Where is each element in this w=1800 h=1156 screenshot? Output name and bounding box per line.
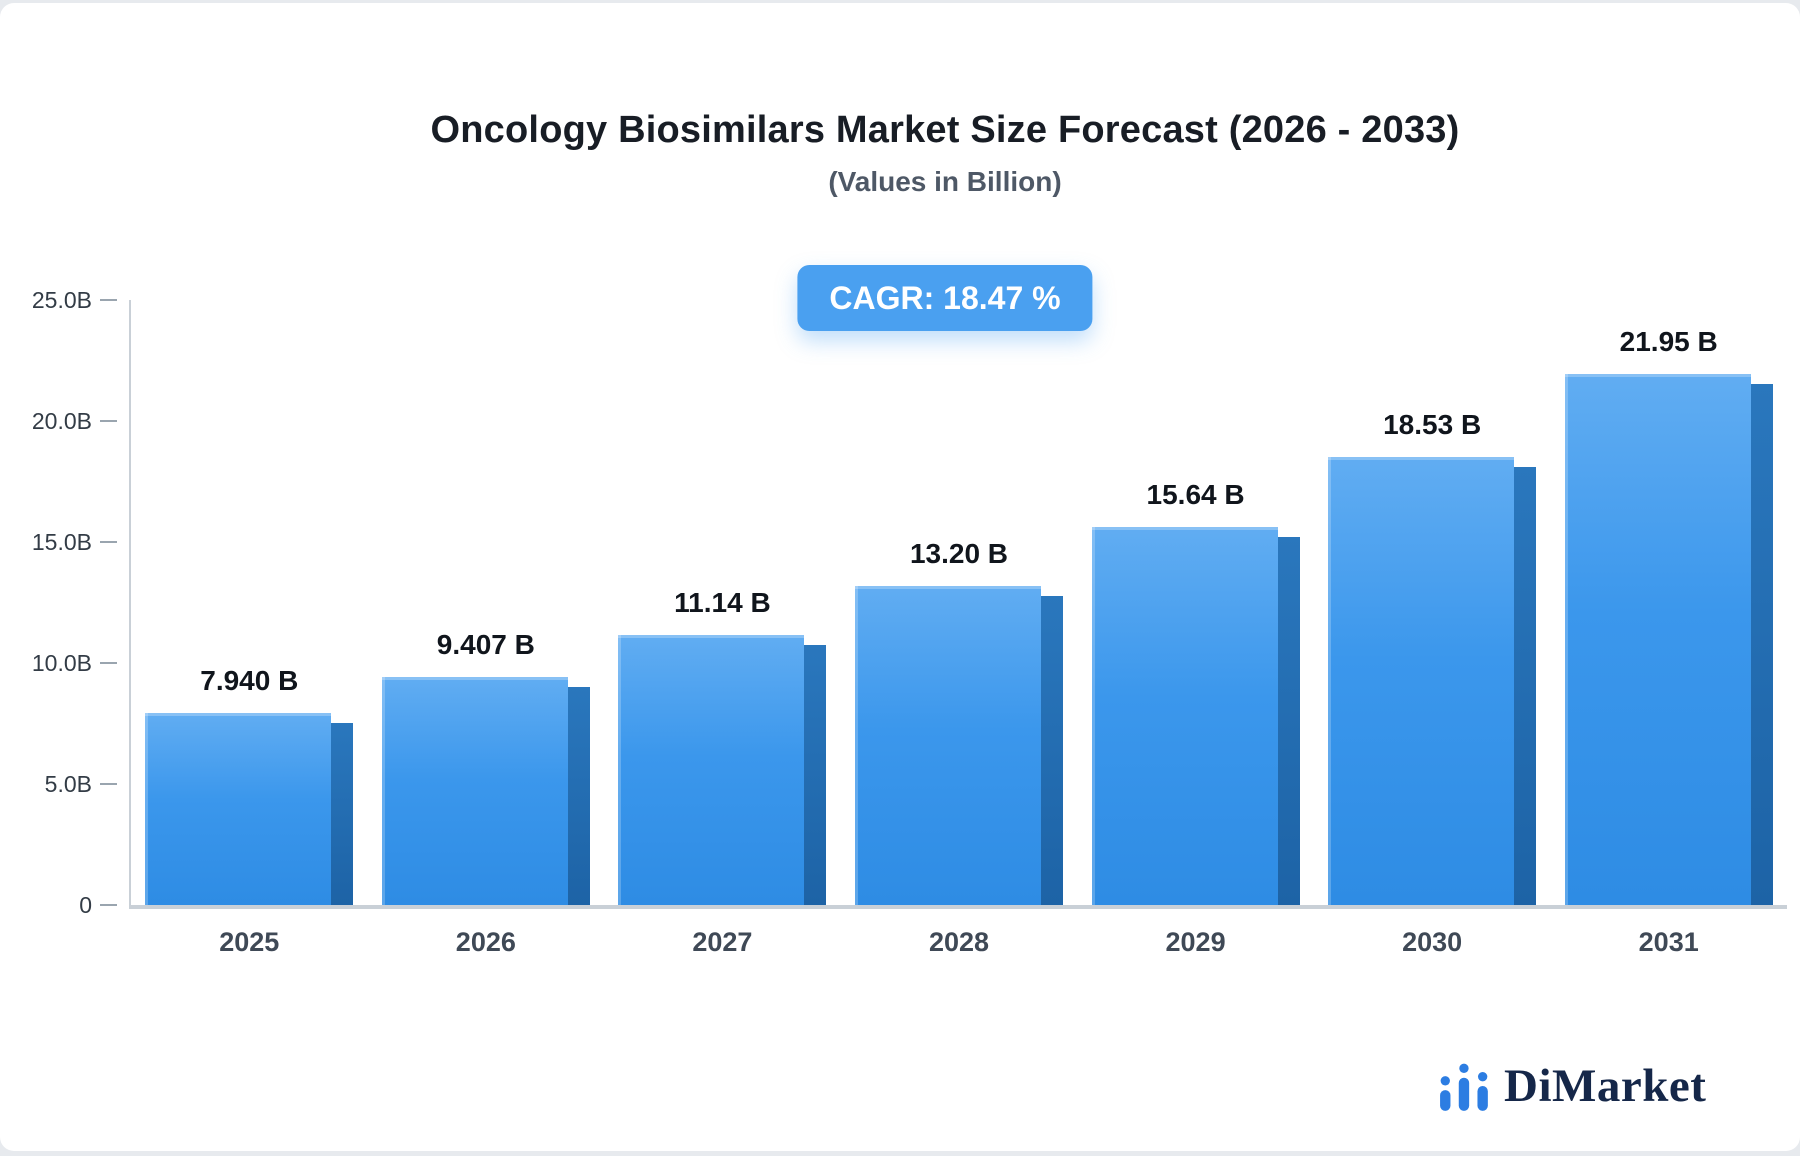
bar <box>381 677 590 905</box>
y-axis-tick <box>100 541 117 543</box>
brand-logo: DiMarket <box>1438 1059 1706 1113</box>
dimarket-logo-icon <box>1440 1063 1488 1111</box>
bar-value-label: 9.407 B <box>436 629 535 661</box>
x-axis-label: 2029 <box>1165 927 1226 957</box>
bar <box>855 585 1063 905</box>
x-axis-label: 2026 <box>455 927 516 957</box>
chart-card: Oncology Biosimilars Market Size Forecas… <box>0 3 1800 1151</box>
bar-value-label: 18.53 B <box>1383 408 1482 440</box>
bar-front-face <box>1564 373 1751 905</box>
bar-value-label: 13.20 B <box>909 537 1009 569</box>
brand-name: DiMarket <box>1504 1060 1707 1112</box>
y-axis-label: 15.0B <box>31 529 92 555</box>
x-axis-label: 2031 <box>1638 927 1699 957</box>
y-axis: 0 5.0B 10.0B 15.0B 20.0B 25.0B <box>0 287 129 918</box>
bar-value-label: 21.95 B <box>1619 325 1718 357</box>
bar-side-face <box>567 687 590 905</box>
bar-front-face <box>1328 456 1515 905</box>
bar <box>618 635 827 905</box>
bar-side-face <box>1750 383 1773 905</box>
x-axis-label: 2025 <box>219 927 280 957</box>
bar-side-face <box>804 645 827 905</box>
y-axis-label: 20.0B <box>31 408 92 434</box>
bar-side-face <box>1514 466 1537 905</box>
bar-front-face <box>145 712 332 905</box>
bar-front-face <box>1091 526 1278 905</box>
y-axis-tick <box>100 420 117 422</box>
x-axis-label: 2028 <box>928 927 990 957</box>
bar <box>1328 456 1537 905</box>
y-axis-label: 25.0B <box>31 287 92 313</box>
chart-title: Oncology Biosimilars Market Size Forecas… <box>430 109 1460 151</box>
cagr-badge: CAGR: 18.47 % <box>797 265 1093 331</box>
bar <box>1564 373 1773 905</box>
bar-front-face <box>381 677 568 905</box>
y-axis-tick <box>100 662 117 664</box>
bar-side-face <box>331 722 354 905</box>
bar-side-face <box>1277 536 1300 905</box>
y-axis-tick <box>100 299 117 301</box>
y-axis-tick <box>100 904 117 906</box>
y-axis-tick <box>100 783 117 785</box>
bar-value-label: 11.14 B <box>674 587 771 619</box>
y-axis-label: 10.0B <box>31 650 92 676</box>
bar-value-label: 15.64 B <box>1146 478 1245 510</box>
bar-front-face <box>618 635 805 905</box>
chart-header: Oncology Biosimilars Market Size Forecas… <box>245 109 1645 198</box>
x-axis-label: 2027 <box>692 927 753 957</box>
bar-value-label: 7.940 B <box>200 664 299 696</box>
y-axis-label: 0 <box>79 892 92 918</box>
y-axis-label: 5.0B <box>44 771 92 797</box>
bar <box>1091 526 1300 905</box>
chart-subtitle: (Values in Billion) <box>828 166 1062 197</box>
plot-area: 7.940 B 2025 9.407 B 2026 11.14 B 2027 13.20 B… <box>129 300 1787 957</box>
bar-front-face <box>855 585 1041 905</box>
bar <box>145 712 354 905</box>
x-axis-label: 2030 <box>1402 927 1463 957</box>
bar-side-face <box>1041 595 1063 905</box>
